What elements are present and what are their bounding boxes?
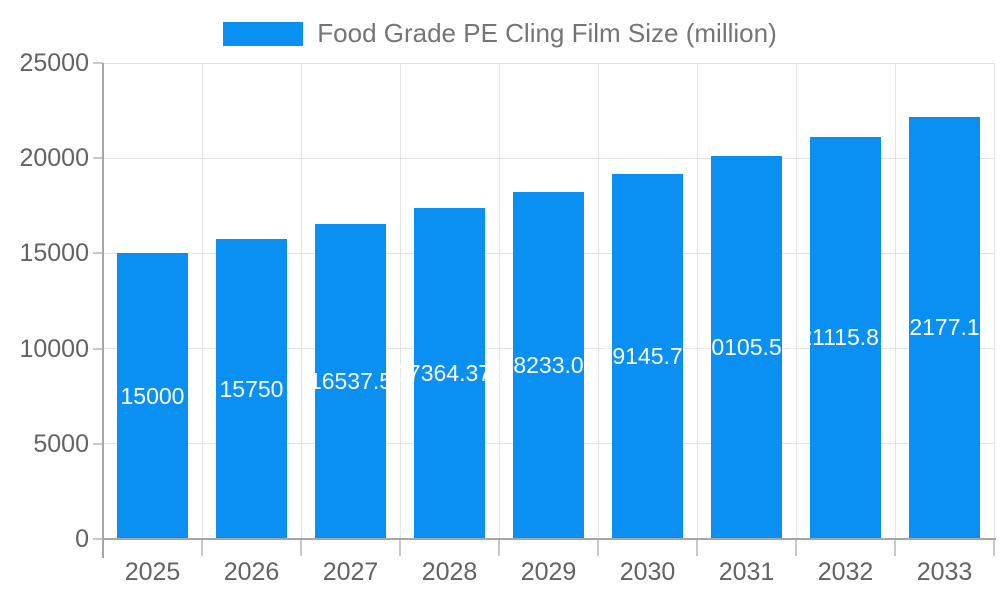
bar-2031[interactable]: 20105.53 [699, 156, 794, 539]
y-tick-label: 5000 [33, 429, 89, 458]
gridline-vertical [696, 63, 698, 539]
y-tick-label: 10000 [19, 334, 89, 363]
bar-value-label: 15000 [120, 382, 185, 409]
x-tick-label: 2025 [124, 558, 181, 586]
bar-2027[interactable]: 16537.5 [309, 224, 392, 539]
bar-value-label: 15750 [219, 375, 284, 402]
legend-label: Food Grade PE Cling Film Size (million) [317, 18, 777, 48]
x-tick-label: 2030 [619, 558, 676, 586]
bar-2028[interactable]: 17364.375 [395, 208, 504, 539]
x-axis-tick [399, 539, 401, 556]
legend[interactable]: Food Grade PE Cling Film Size (million) [0, 18, 1000, 49]
gridline-vertical [894, 63, 896, 539]
bar-value-label: 22177.16 [896, 314, 993, 341]
x-axis-tick [201, 539, 203, 556]
x-tick-label: 2029 [520, 558, 577, 586]
gridline-vertical [201, 63, 203, 539]
y-axis-tick [93, 538, 103, 540]
bar-2033[interactable]: 22177.16 [897, 116, 992, 539]
bar-2025[interactable]: 15000 [117, 253, 188, 539]
x-tick-label: 2031 [718, 558, 775, 586]
y-axis-tick [93, 347, 103, 350]
bar-2029[interactable]: 18233.09 [501, 191, 596, 539]
bar-value-label: 16537.5 [308, 368, 393, 395]
x-tick-label: 2033 [916, 558, 973, 586]
x-tick-label: 2026 [223, 558, 280, 586]
bar-value-label: 17364.375 [395, 360, 504, 387]
bar-value-label: 19145.74 [599, 343, 696, 370]
x-axis-tick [894, 539, 896, 556]
x-axis-tick [993, 539, 995, 556]
x-axis-tick [597, 539, 599, 556]
y-axis-tick [93, 252, 103, 255]
y-tick-label: 0 [75, 525, 89, 553]
x-axis-line [103, 538, 996, 540]
gridline-vertical [993, 63, 995, 539]
y-tick-label: 20000 [19, 144, 89, 173]
y-axis-line [102, 63, 104, 558]
bar-value-label: 18233.09 [500, 351, 597, 378]
x-tick-label: 2027 [322, 558, 379, 586]
gridline-vertical [597, 63, 599, 539]
x-axis-tick [696, 539, 698, 556]
gridline-vertical [795, 63, 797, 539]
gridline-horizontal [103, 157, 994, 159]
bar-value-label: 21115.81 [799, 324, 892, 351]
y-axis-tick [93, 442, 103, 445]
gridline-horizontal [103, 62, 994, 64]
gridline-vertical [300, 63, 302, 539]
y-tick-label: 15000 [19, 239, 89, 268]
y-tick-label: 25000 [19, 49, 89, 77]
gridline-vertical [399, 63, 401, 539]
x-axis-tick [795, 539, 797, 556]
y-axis-tick [93, 62, 103, 64]
x-axis-tick [498, 539, 500, 556]
gridline-vertical [498, 63, 500, 539]
x-tick-label: 2032 [817, 558, 874, 586]
x-tick-label: 2028 [421, 558, 478, 586]
y-axis-tick [93, 157, 103, 160]
bar-2026[interactable]: 15750 [216, 239, 287, 539]
legend-swatch [223, 21, 304, 46]
bar-value-label: 20105.53 [698, 334, 795, 361]
x-axis-tick [300, 539, 302, 556]
bar-2032[interactable]: 21115.81 [799, 136, 892, 539]
bar-2030[interactable]: 19145.74 [600, 174, 695, 539]
